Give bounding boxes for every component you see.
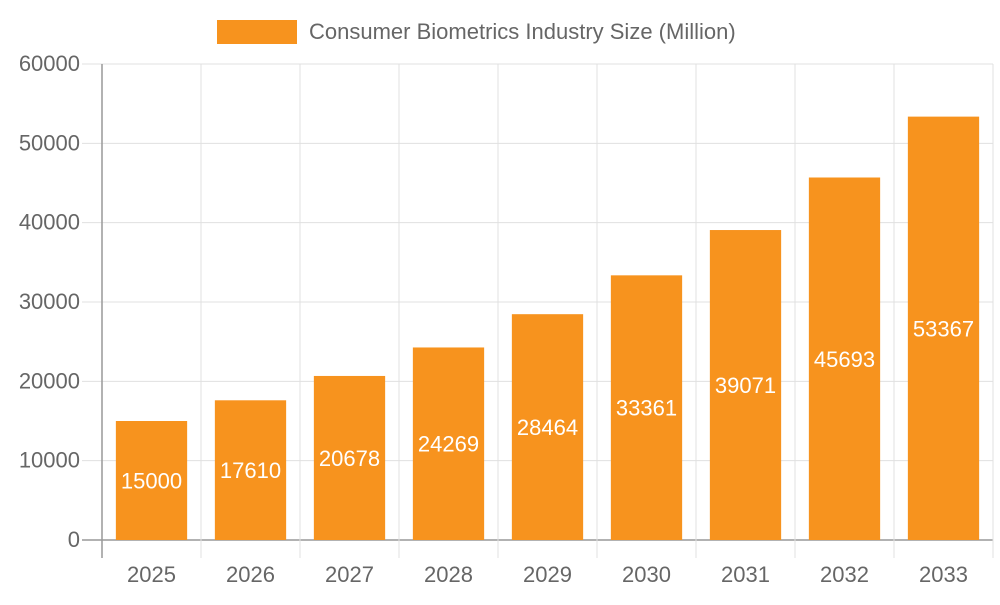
x-tick-label: 2027	[325, 562, 374, 587]
data-label-2028: 24269	[418, 432, 479, 457]
x-tick-label: 2025	[127, 562, 176, 587]
x-tick-label: 2026	[226, 562, 275, 587]
x-tick-label: 2033	[919, 562, 968, 587]
y-tick-label: 0	[68, 527, 80, 552]
y-tick-label: 60000	[19, 51, 80, 76]
x-tick-label: 2032	[820, 562, 869, 587]
data-label-2025: 15000	[121, 469, 182, 494]
grid	[82, 63, 994, 558]
legend-swatch	[217, 20, 297, 44]
bar-2026	[214, 400, 287, 540]
data-label-2026: 17610	[220, 458, 281, 483]
legend[interactable]: Consumer Biometrics Industry Size (Milli…	[217, 19, 736, 44]
x-tick-label: 2028	[424, 562, 473, 587]
bar-2032	[808, 177, 881, 540]
x-tick-label: 2031	[721, 562, 770, 587]
bar-2029	[511, 314, 584, 540]
bar-2030	[610, 275, 683, 540]
bar-2027	[313, 375, 386, 540]
data-label-2031: 39071	[715, 373, 776, 398]
y-tick-label: 10000	[19, 448, 80, 473]
data-labels: 15000 17610 20678 24269 28464 33361 39071 45693…	[121, 316, 974, 493]
y-tick-label: 30000	[19, 289, 80, 314]
bar-2031	[709, 230, 782, 540]
x-tick-label: 2029	[523, 562, 572, 587]
bars	[115, 116, 980, 541]
bar-2025	[115, 421, 188, 540]
data-label-2029: 28464	[517, 415, 578, 440]
y-tick-label: 50000	[19, 130, 80, 155]
data-label-2032: 45693	[814, 347, 875, 372]
y-tick-label: 20000	[19, 368, 80, 393]
x-tick-label: 2030	[622, 562, 671, 587]
data-label-2030: 33361	[616, 396, 677, 421]
y-tick-label: 40000	[19, 210, 80, 235]
legend-label: Consumer Biometrics Industry Size (Milli…	[309, 19, 736, 44]
axes: 0 10000 20000 30000 40000 50000 60000 2025 2026 2…	[19, 51, 968, 587]
bar-2033	[907, 116, 980, 541]
data-label-2033: 53367	[913, 316, 974, 341]
data-label-2027: 20678	[319, 446, 380, 471]
bar-2028	[412, 347, 485, 540]
